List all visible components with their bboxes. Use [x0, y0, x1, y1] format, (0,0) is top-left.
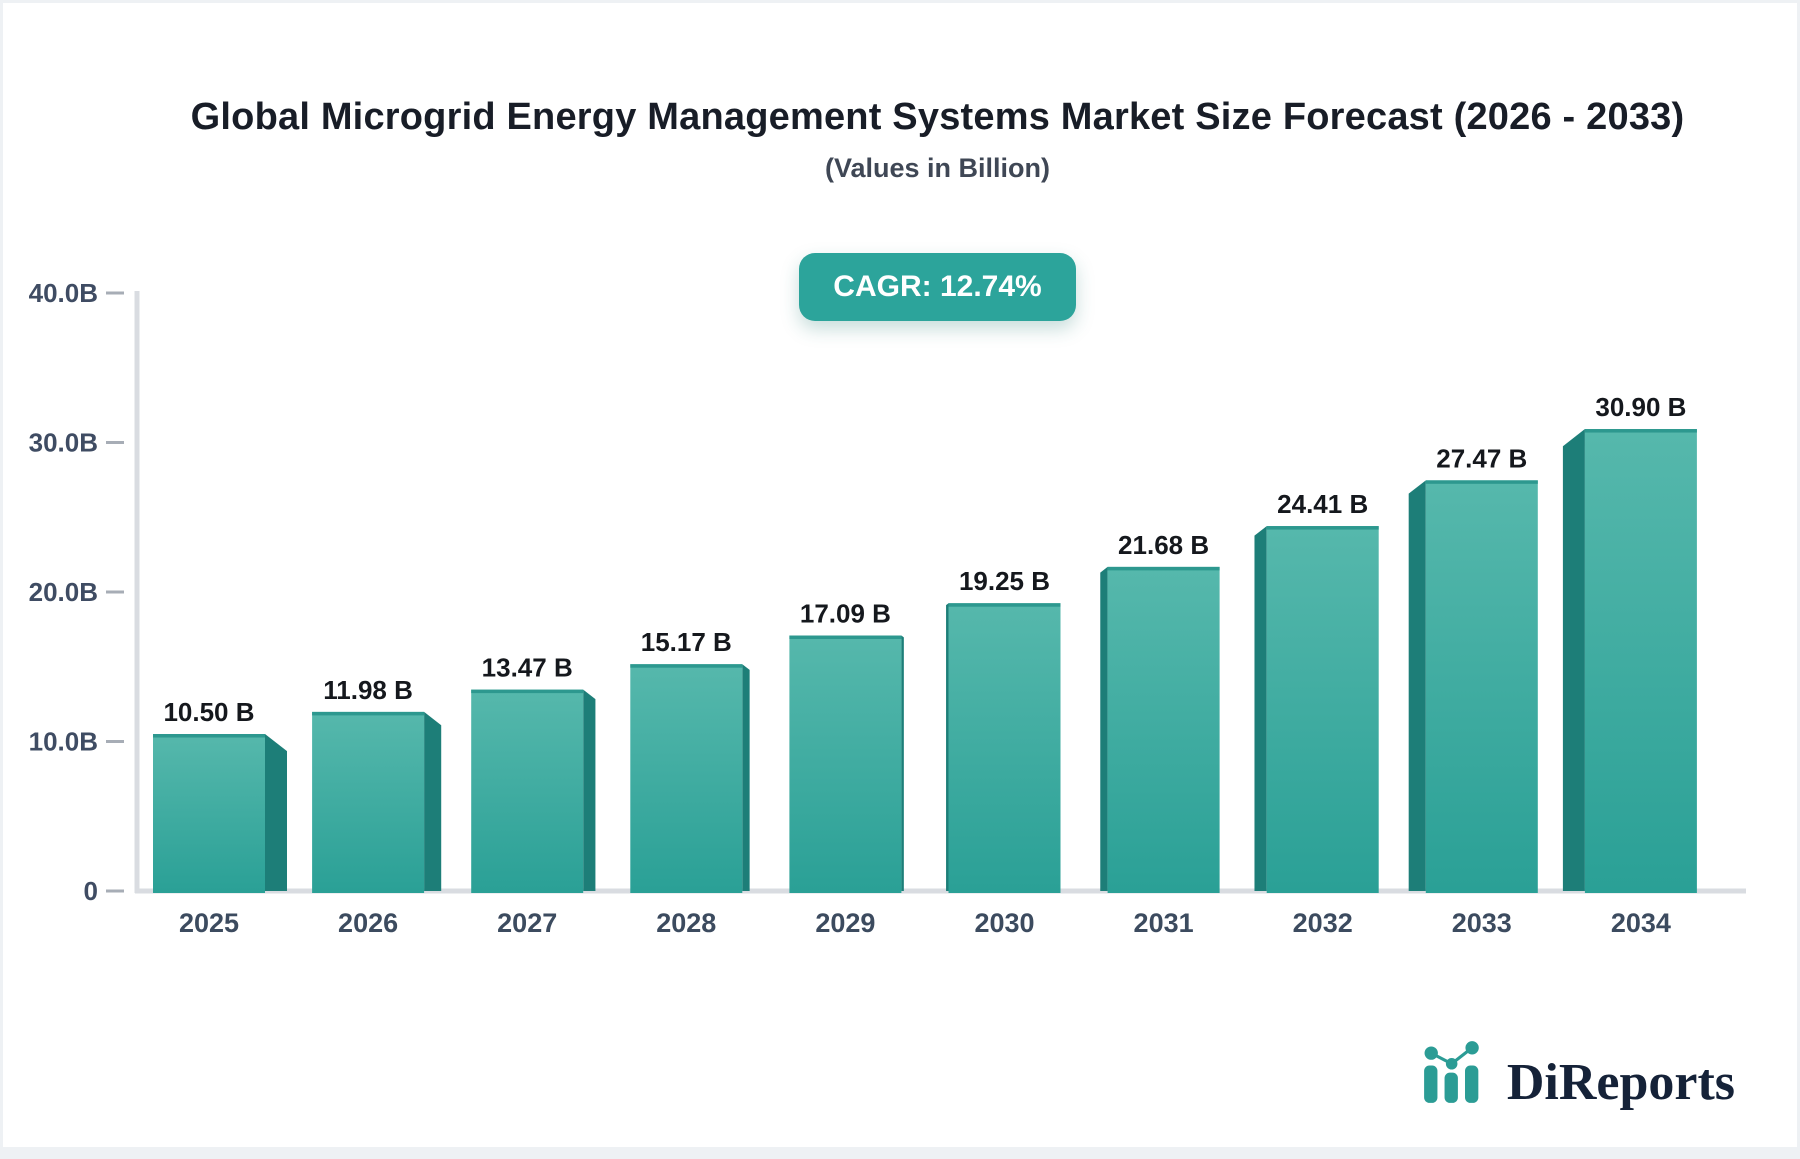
- bar-value-label: 17.09 B: [800, 599, 891, 629]
- chart-title: Global Microgrid Energy Management Syste…: [190, 96, 1685, 138]
- bar-top-edge: [1584, 429, 1697, 433]
- bar-top-edge: [153, 734, 265, 738]
- bar-side-face: [1254, 526, 1267, 891]
- x-axis-category-label: 2031: [1134, 908, 1194, 938]
- x-axis-category-label: 2026: [338, 908, 398, 938]
- x-axis-category-label: 2030: [974, 908, 1034, 938]
- y-tick-label: 20.0B: [29, 577, 98, 607]
- bar[interactable]: [1266, 526, 1379, 893]
- x-axis-category-label: 2032: [1293, 908, 1353, 938]
- x-axis-category-label: 2034: [1611, 908, 1671, 938]
- bar[interactable]: [153, 734, 265, 893]
- cagr-badge-wrap: CAGR: 12.74%: [78, 253, 1797, 321]
- direports-logo: DiReports: [1417, 1033, 1735, 1112]
- direports-logo-icon: [1423, 1041, 1479, 1103]
- bar-side-face: [901, 635, 904, 891]
- bar-side-face: [583, 689, 596, 891]
- bar-value-label: 19.25 B: [959, 566, 1050, 596]
- chart-subtitle: (Values in Billion): [824, 153, 1051, 183]
- bar-top-edge: [471, 689, 584, 694]
- y-tick-label: 30.0B: [29, 428, 98, 458]
- bar-side-face: [946, 603, 949, 891]
- bar-value-label: 21.68 B: [1118, 530, 1209, 560]
- x-axis-category-label: 2028: [656, 908, 716, 938]
- bar-value-label: 30.90 B: [1595, 392, 1686, 422]
- bar[interactable]: [1425, 480, 1538, 893]
- y-tick-label: 40.0B: [29, 278, 98, 308]
- bar-top-edge: [312, 711, 425, 716]
- bar-value-label: 24.41 B: [1277, 489, 1368, 519]
- bar-top-edge: [1266, 526, 1379, 530]
- bar-value-label: 10.50 B: [163, 697, 254, 727]
- bar-side-face: [265, 734, 287, 891]
- bar[interactable]: [471, 689, 584, 893]
- bar-top-edge: [789, 635, 902, 640]
- x-axis-category-label: 2033: [1452, 908, 1512, 938]
- bar-value-label: 13.47 B: [482, 653, 573, 683]
- bar-side-face: [1100, 566, 1108, 891]
- direports-logo-text: DiReports: [1506, 1054, 1735, 1112]
- cagr-badge: CAGR: 12.74%: [799, 253, 1076, 321]
- bar[interactable]: [312, 711, 425, 893]
- bar-top-edge: [630, 664, 743, 668]
- bar-side-face: [1408, 480, 1426, 891]
- bar[interactable]: [948, 603, 1061, 893]
- bar-top-edge: [1107, 566, 1220, 571]
- chart-header: Global Microgrid Energy Management Syste…: [78, 3, 1797, 184]
- x-axis-category-label: 2027: [497, 908, 557, 938]
- bar-value-label: 27.47 B: [1436, 443, 1527, 473]
- x-axis-category-label: 2029: [815, 908, 875, 938]
- bar-value-label: 15.17 B: [641, 627, 732, 657]
- bar-top-edge: [948, 603, 1061, 607]
- bar-side-face: [742, 664, 750, 891]
- bar[interactable]: [630, 664, 743, 893]
- bar[interactable]: [1584, 429, 1697, 893]
- chart-card: Global Microgrid Energy Management Syste…: [3, 3, 1797, 1147]
- bar-top-edge: [1425, 480, 1538, 484]
- bar-chart: 40.0B 30.0B 20.0B 10.0B 0 10.50 B 2025 11.98 B 2…: [29, 278, 1746, 938]
- y-tick-label: 10.0B: [29, 727, 98, 757]
- bar[interactable]: [1107, 566, 1220, 893]
- x-axis-category-label: 2025: [179, 908, 239, 938]
- bar-side-face: [424, 711, 442, 891]
- bar[interactable]: [789, 635, 902, 893]
- bar-value-label: 11.98 B: [323, 675, 413, 705]
- y-tick-label: 0: [84, 876, 98, 906]
- bar-side-face: [1562, 429, 1585, 891]
